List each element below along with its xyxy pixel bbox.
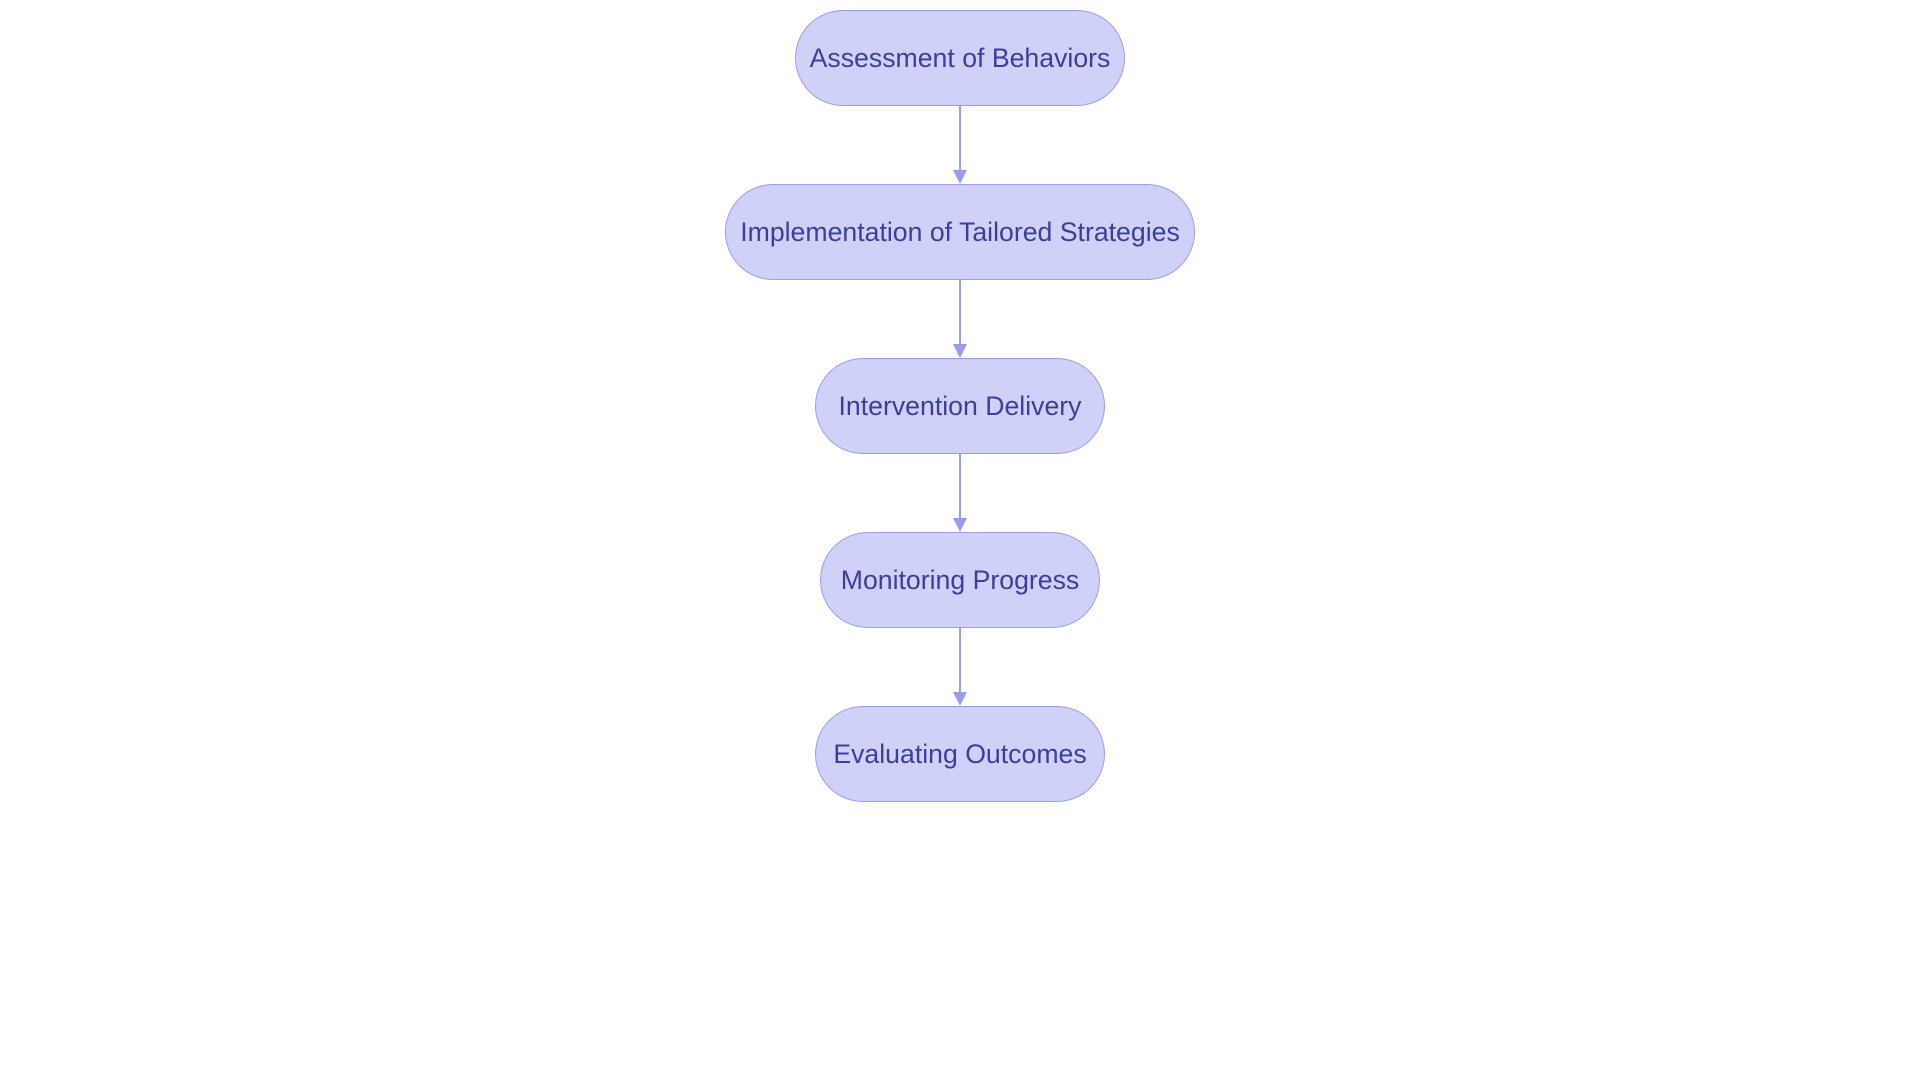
arrow-head-icon [953,344,967,358]
flowchart-container: Assessment of Behaviors Implementation of… [725,10,1195,802]
flowchart-arrow [953,280,967,358]
flowchart-arrow [953,628,967,706]
arrow-line [959,106,962,170]
arrow-head-icon [953,518,967,532]
arrow-line [959,454,962,518]
flowchart-node: Monitoring Progress [820,532,1100,628]
arrow-line [959,628,962,692]
arrow-line [959,280,962,344]
arrow-head-icon [953,170,967,184]
flowchart-arrow [953,454,967,532]
flowchart-node: Assessment of Behaviors [795,10,1125,106]
flowchart-node: Evaluating Outcomes [815,706,1105,802]
arrow-head-icon [953,692,967,706]
flowchart-node: Implementation of Tailored Strategies [725,184,1195,280]
flowchart-node: Intervention Delivery [815,358,1105,454]
flowchart-arrow [953,106,967,184]
